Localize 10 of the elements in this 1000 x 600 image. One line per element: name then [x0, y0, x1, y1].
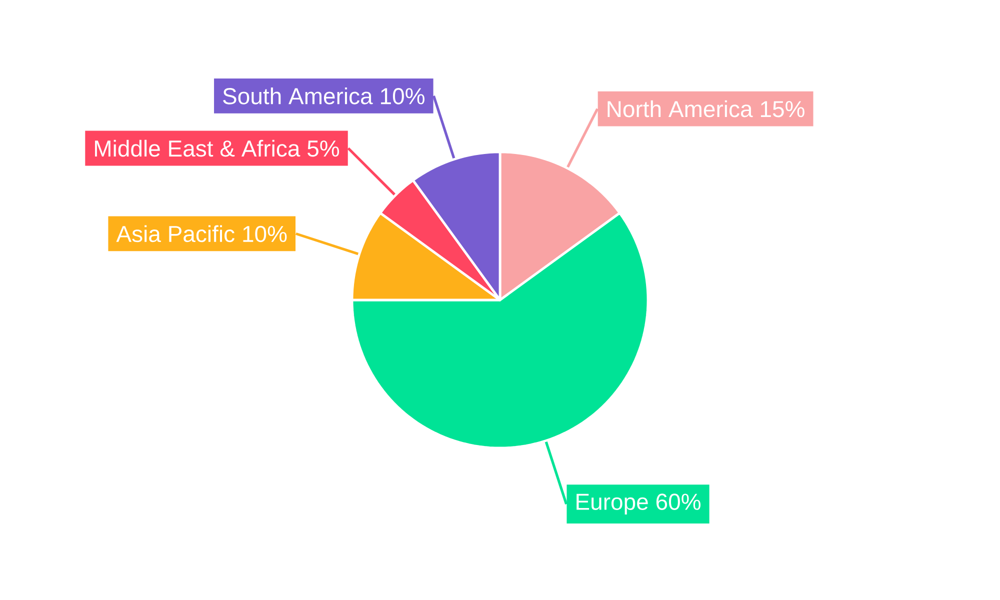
slice-label: Asia Pacific [116, 225, 234, 242]
data-label: 10% [381, 88, 424, 104]
slice-label: Europe [576, 494, 648, 515]
slice-label: Middle East & Africa [95, 140, 300, 157]
data-label: 60% [656, 494, 700, 510]
slice-label: North America [608, 100, 753, 118]
slice-label: South America [223, 87, 373, 104]
data-label: 10% [243, 226, 287, 242]
data-label: 15% [760, 101, 804, 118]
data-label: 5% [308, 140, 340, 157]
